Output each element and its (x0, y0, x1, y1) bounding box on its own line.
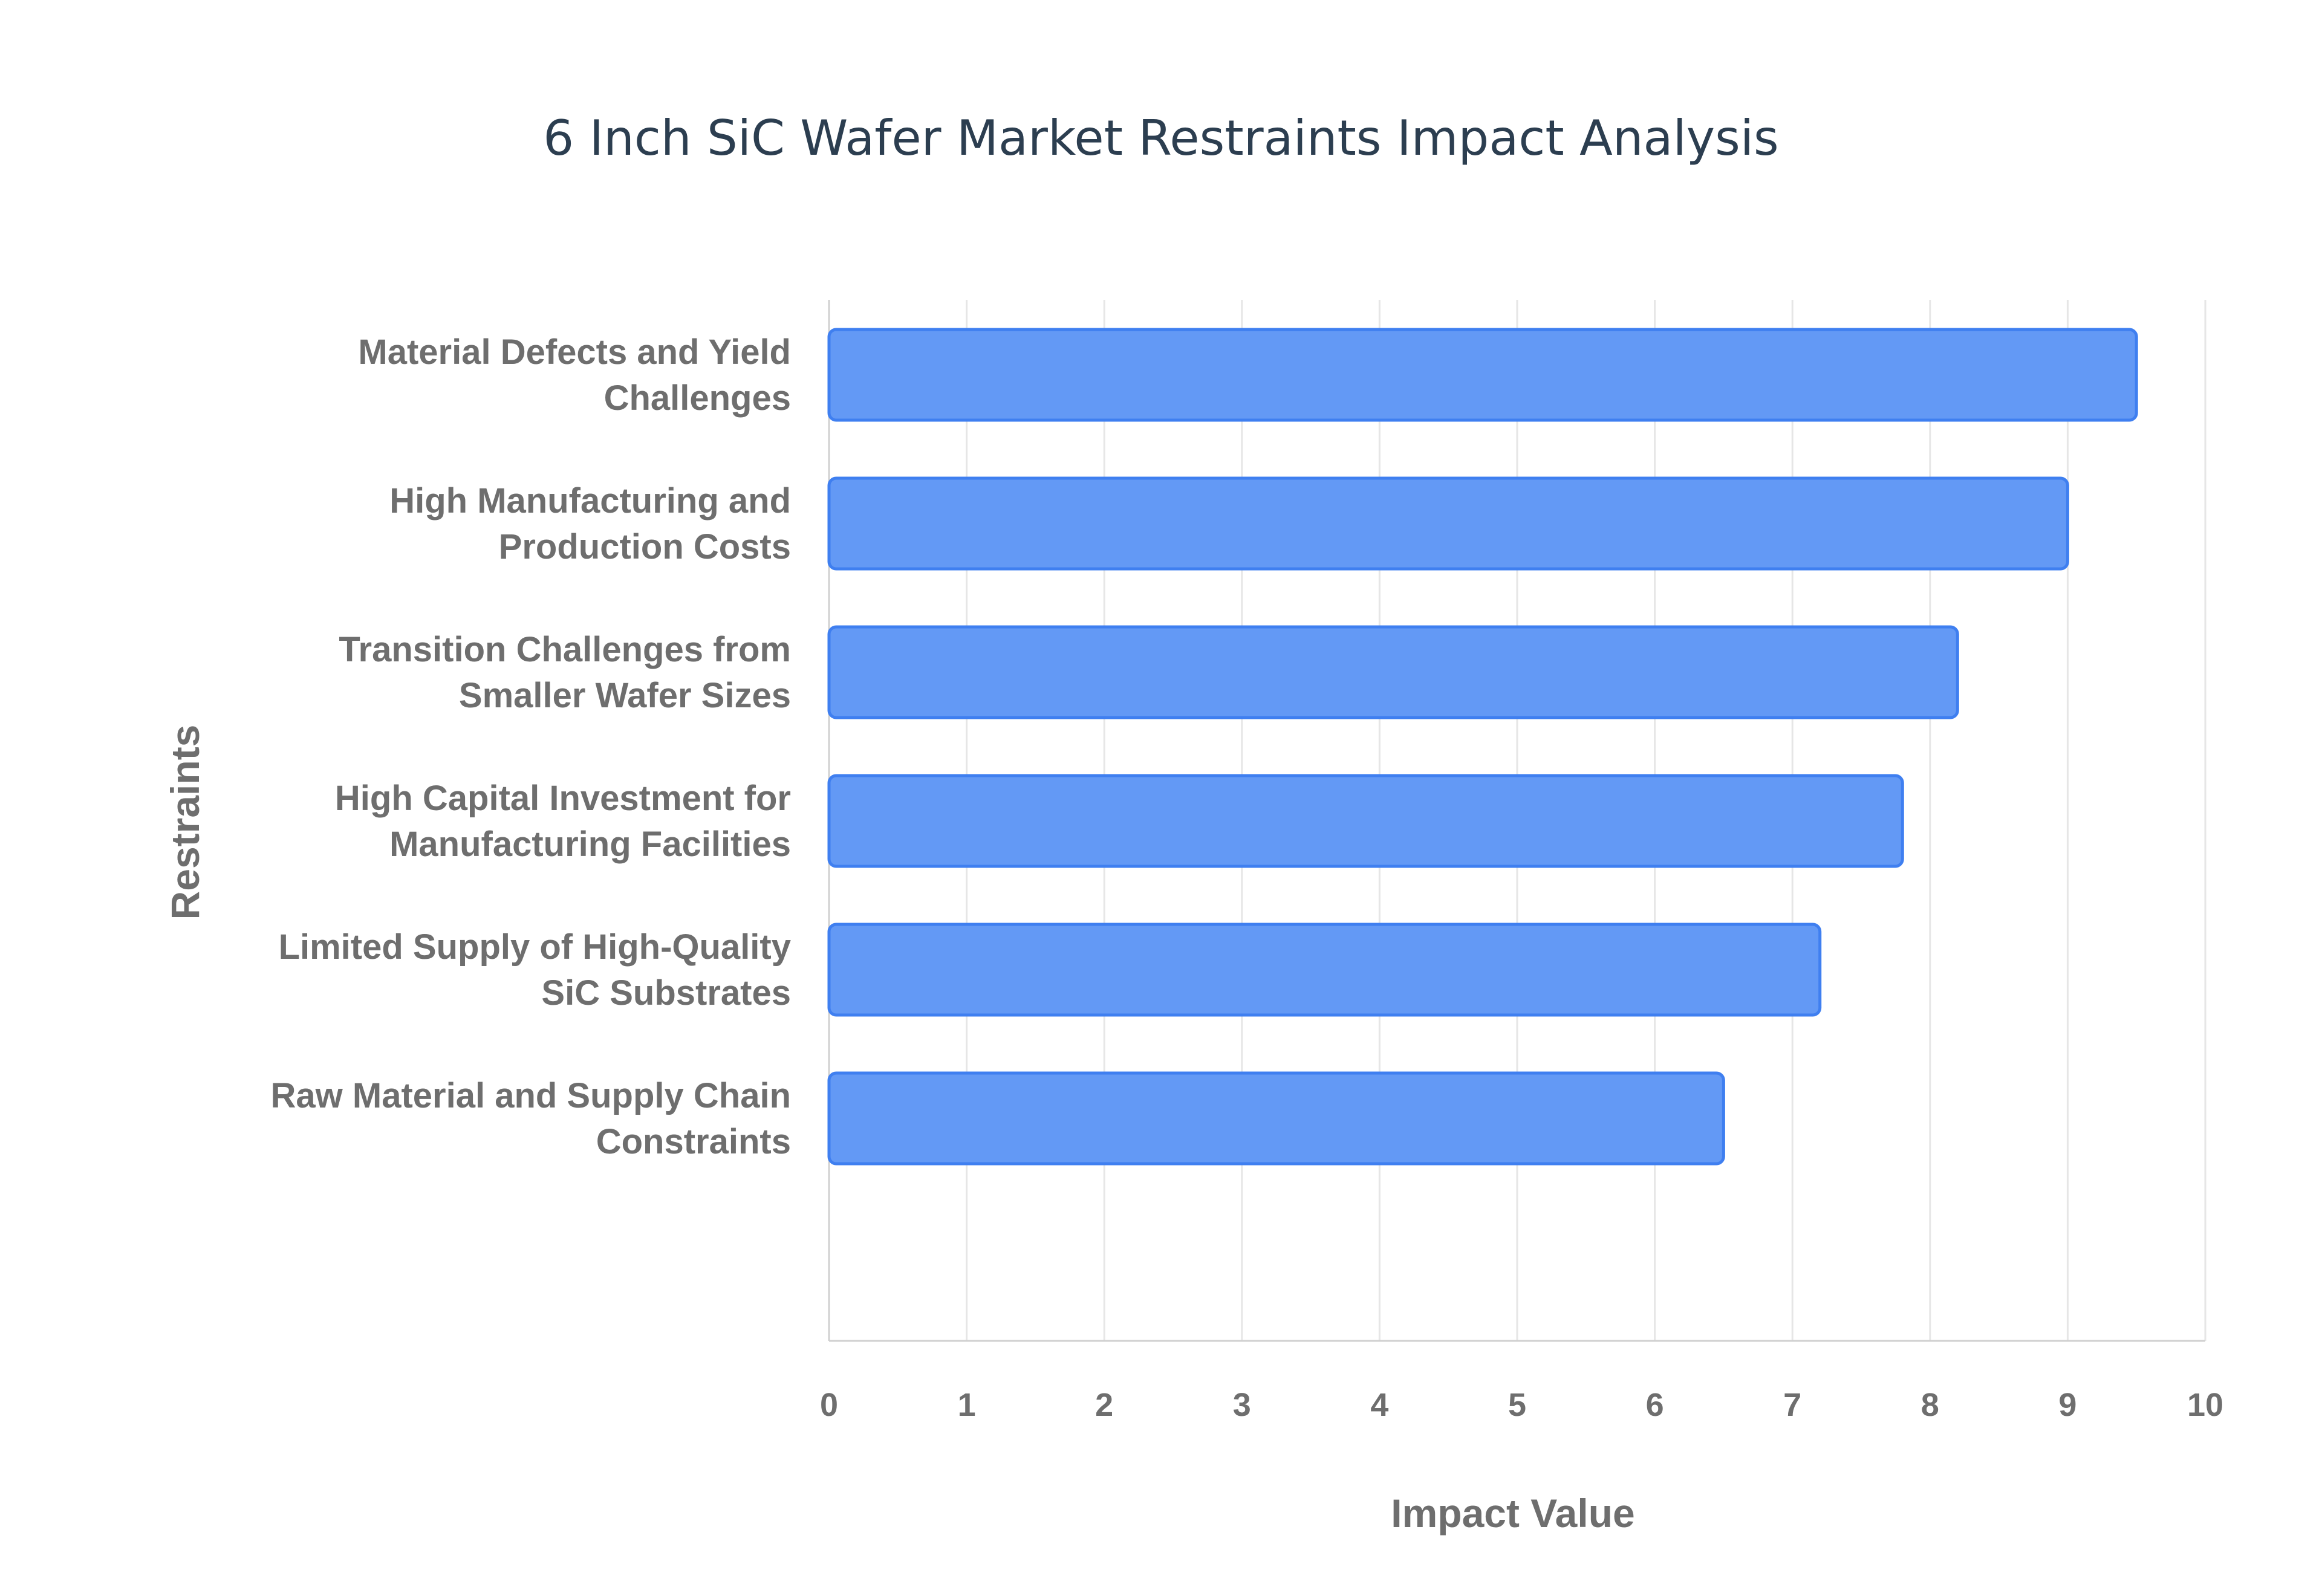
bar (827, 476, 2069, 571)
category-label: Transition Challenges from Smaller Wafer … (339, 630, 791, 715)
x-tick-label: 4 (1370, 1387, 1388, 1423)
chart-title: 6 Inch SiC Wafer Market Restraints Impac… (543, 110, 1778, 166)
bar (827, 328, 2138, 422)
category-label-line: Raw Material and Supply Chain (271, 1076, 791, 1115)
category-label-line: Transition Challenges from (339, 630, 791, 669)
bar (827, 625, 1959, 719)
y-axis-title: Restraints (163, 725, 207, 920)
bar (827, 774, 1904, 868)
x-tick-label: 1 (958, 1387, 976, 1423)
category-label-line: Challenges (604, 378, 791, 418)
x-tick-label: 3 (1233, 1387, 1251, 1423)
category-label: Limited Supply of High-Quality SiC Substr… (279, 927, 791, 1013)
category-labels: Material Defects and Yield Challenges High… (271, 332, 791, 1161)
x-tick-label: 8 (1921, 1387, 1939, 1423)
x-tick-labels: 0 1 2 3 4 5 6 7 8 9 10 (820, 1387, 2223, 1423)
category-label-line: Constraints (596, 1122, 791, 1161)
category-label-line: SiC Substrates (541, 973, 791, 1013)
category-label-line: High Manufacturing and (389, 481, 791, 521)
x-axis-title: Impact Value (1391, 1491, 1635, 1536)
x-tick-label: 5 (1508, 1387, 1526, 1423)
x-tick-label: 6 (1646, 1387, 1664, 1423)
category-label-line: Material Defects and Yield (358, 332, 791, 372)
category-label-line: Limited Supply of High-Quality (279, 927, 791, 967)
category-label-line: High Capital Investment for (335, 779, 791, 818)
x-tick-label: 2 (1095, 1387, 1113, 1423)
category-label: Raw Material and Supply Chain Constraints (271, 1076, 791, 1161)
x-tick-label: 9 (2058, 1387, 2076, 1423)
bar (827, 923, 1822, 1017)
category-label-line: Smaller Wafer Sizes (459, 676, 791, 715)
x-tick-label: 7 (1783, 1387, 1801, 1423)
category-label: High Manufacturing and Production Costs (389, 481, 791, 566)
bar (827, 1071, 1725, 1166)
bars (827, 328, 2138, 1166)
category-label-line: Manufacturing Facilities (389, 825, 791, 864)
category-label: Material Defects and Yield Challenges (358, 332, 791, 418)
x-tick-label: 10 (2187, 1387, 2223, 1423)
x-tick-label: 0 (820, 1387, 838, 1423)
category-label: High Capital Investment for Manufacturing… (335, 779, 791, 864)
category-label-line: Production Costs (499, 527, 791, 566)
